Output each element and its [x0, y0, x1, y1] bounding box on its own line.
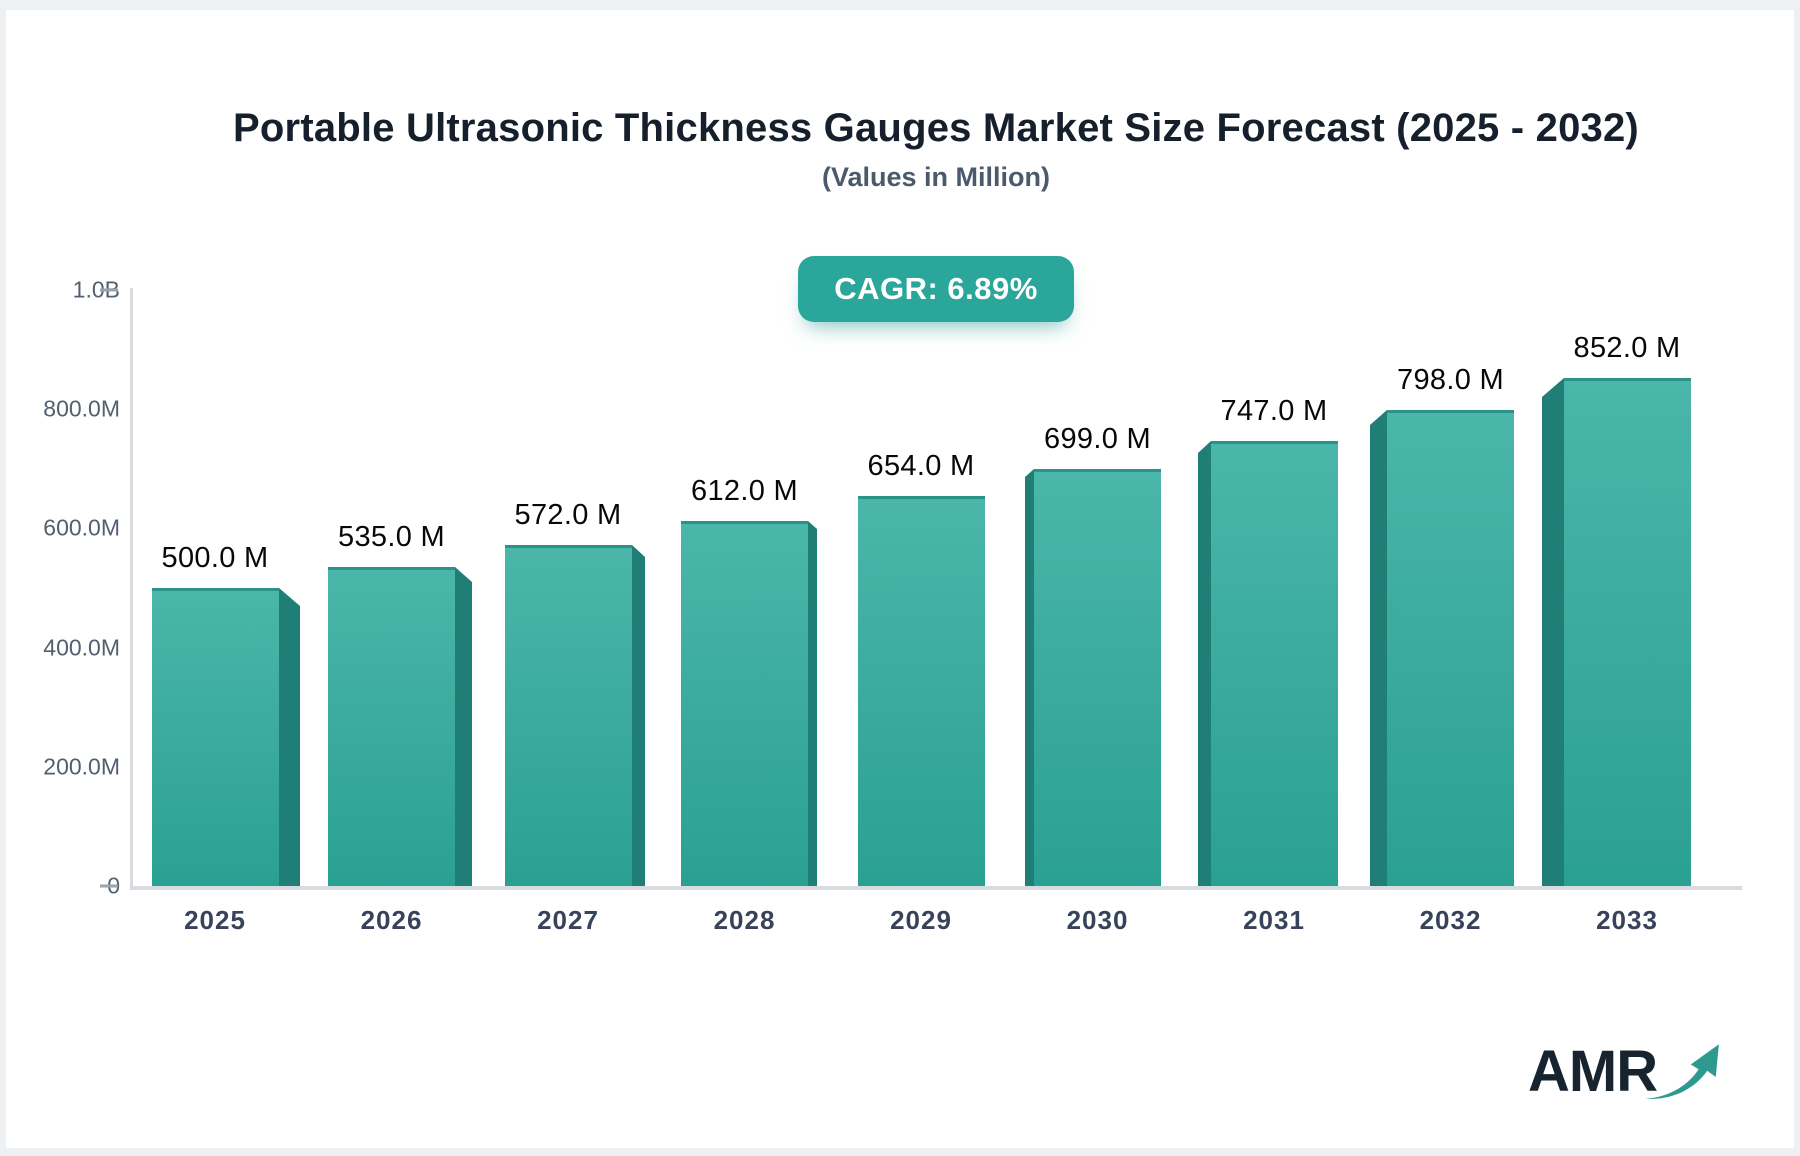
y-axis-tick-label: 800.0M: [43, 395, 120, 422]
bar-value-label: 572.0 M: [514, 499, 622, 531]
x-axis-tick-label: 2029: [890, 905, 952, 935]
bar: [1211, 441, 1338, 886]
x-axis-tick-label: 2030: [1066, 905, 1129, 935]
growth-arrow-icon: [1645, 1044, 1719, 1099]
y-axis-tick-label: 200.0M: [43, 753, 120, 780]
bar-3d-side: [279, 588, 300, 886]
bar-3d-side: [808, 521, 817, 886]
bar-3d-side: [455, 567, 472, 886]
bar-3d-side: [632, 545, 645, 886]
x-axis-line: [130, 886, 1742, 890]
bar-value-label: 798.0 M: [1397, 364, 1504, 396]
chart-title: Portable Ultrasonic Thickness Gauges Mar…: [233, 106, 1639, 150]
bar: [858, 496, 985, 886]
bar: [1564, 378, 1691, 886]
bar-value-label: 612.0 M: [691, 475, 798, 507]
bar-value-label: 699.0 M: [1044, 423, 1151, 455]
bar: [1387, 410, 1514, 886]
bar-3d-side: [1370, 410, 1387, 886]
bar-value-label: 535.0 M: [338, 521, 445, 553]
chart-subtitle: (Values in Million): [821, 162, 1051, 192]
x-axis-tick-label: 2031: [1243, 905, 1305, 935]
bar: [681, 521, 808, 886]
x-axis-tick-label: 2033: [1596, 905, 1658, 935]
amr-logo: AMR: [1528, 1032, 1719, 1114]
x-axis-tick-label: 2025: [184, 905, 246, 935]
bar-value-label: 852.0 M: [1573, 332, 1681, 364]
bar: [328, 567, 455, 886]
amr-logo-text: AMR: [1528, 1039, 1658, 1104]
bar-3d-side: [1025, 469, 1034, 886]
x-axis-tick-label: 2032: [1419, 905, 1482, 935]
y-axis-tick-label: 600.0M: [43, 514, 120, 541]
x-axis-tick-label: 2028: [713, 905, 776, 935]
y-axis-tick-mark: [100, 288, 118, 292]
bar: [1034, 469, 1161, 886]
cagr-badge: CAGR: 6.89%: [798, 256, 1074, 322]
bar-3d-side: [1198, 441, 1211, 886]
y-axis-line: [130, 288, 133, 886]
bar-value-label: 747.0 M: [1220, 395, 1328, 427]
bar-value-label: 654.0 M: [867, 450, 975, 482]
y-axis-tick-mark: [100, 884, 118, 888]
chart-card: Portable Ultrasonic Thickness Gauges Mar…: [6, 10, 1794, 1148]
x-axis-tick-label: 2026: [360, 905, 423, 935]
bar-value-label: 500.0 M: [161, 542, 269, 574]
y-axis-tick-label: 400.0M: [43, 634, 120, 661]
bar: [152, 588, 279, 886]
bar: [505, 545, 632, 886]
bar-3d-side: [1542, 378, 1564, 886]
x-axis-tick-label: 2027: [537, 905, 599, 935]
